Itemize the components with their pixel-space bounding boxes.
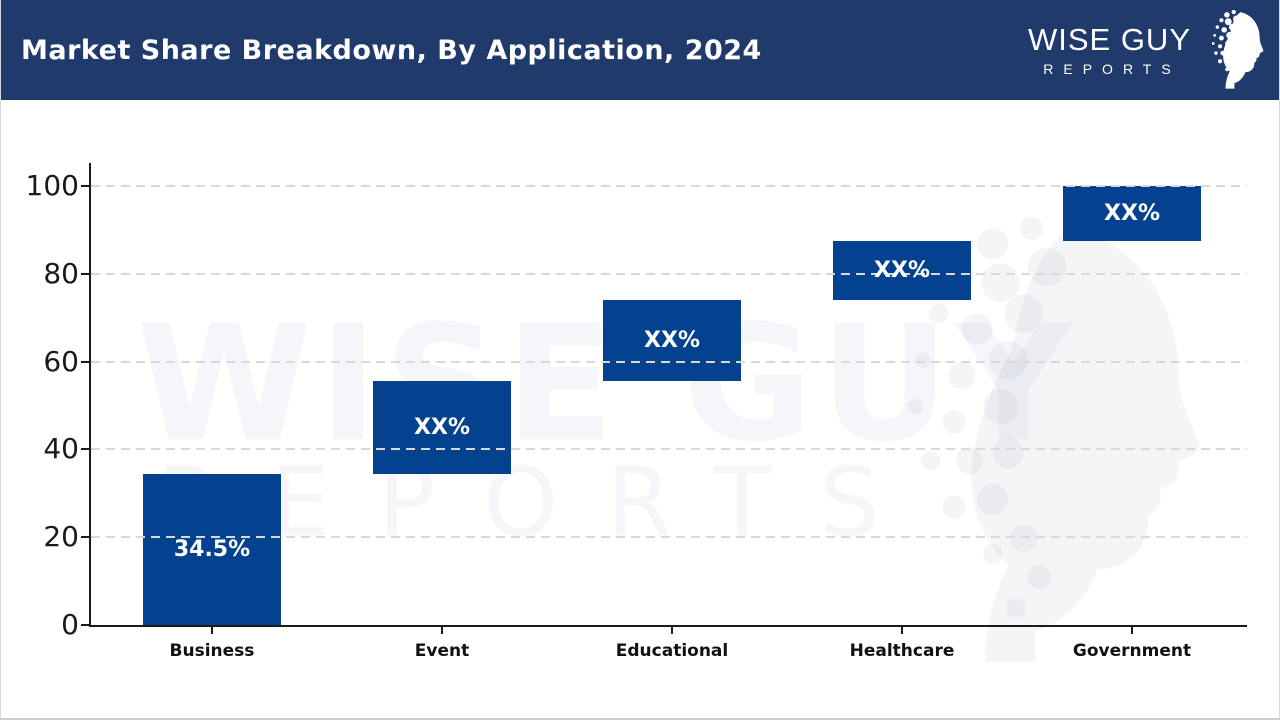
wiseguy-logo: WISE GUY REPORTS <box>1028 8 1269 90</box>
y-tick-mark <box>81 272 89 275</box>
gridline-60 <box>91 360 1247 363</box>
logo-subtext: REPORTS <box>1043 60 1181 77</box>
y-tick-label: 0 <box>61 608 79 641</box>
y-tick-label: 20 <box>43 520 79 554</box>
logo-text: WISE GUY REPORTS <box>1028 22 1191 77</box>
gridline-80 <box>91 272 1247 275</box>
chart-region: WISE GUY REPORTS 02040608010034.5%Busine… <box>1 100 1279 718</box>
wiseguy-head-icon <box>1211 10 1264 89</box>
y-axis-line <box>89 163 91 627</box>
y-tick-mark <box>81 360 89 363</box>
bar-business <box>143 473 281 625</box>
x-category-label: Educational <box>615 641 729 661</box>
x-axis-line <box>89 625 1247 627</box>
bar-government <box>1063 186 1201 241</box>
x-tick-mark <box>901 627 903 634</box>
x-tick-mark <box>1131 627 1133 634</box>
y-tick-mark <box>81 624 89 626</box>
x-tick-mark <box>211 627 213 634</box>
y-tick-mark <box>81 185 89 187</box>
header: Market Share Breakdown, By Application, … <box>1 0 1279 100</box>
page-title: Market Share Breakdown, By Application, … <box>21 34 762 66</box>
x-category-label: Business <box>169 641 255 661</box>
bar-value-label: XX% <box>874 258 930 283</box>
x-category-label: Government <box>1072 641 1192 661</box>
bar-event <box>373 381 511 474</box>
gridline-20 <box>91 536 1247 539</box>
y-tick-label: 40 <box>43 432 79 466</box>
bar-value-label: XX% <box>644 328 700 354</box>
logo-wordmark: WISE GUY <box>1027 21 1191 57</box>
bar-educational <box>603 300 741 382</box>
x-category-label: Event <box>414 641 470 661</box>
bar-value-label: XX% <box>414 414 470 440</box>
y-tick-label: 60 <box>43 344 79 378</box>
y-tick-label: 100 <box>25 169 79 202</box>
y-tick-mark <box>81 448 89 451</box>
x-category-label: Healthcare <box>849 641 955 661</box>
x-tick-mark <box>441 627 443 634</box>
bar-value-label: 34.5% <box>173 536 251 562</box>
bar-value-label: XX% <box>1104 200 1160 226</box>
gridline-40 <box>91 448 1247 451</box>
gridline-100 <box>91 185 1247 187</box>
x-tick-mark <box>671 627 673 634</box>
bar-healthcare <box>833 240 971 301</box>
y-tick-label: 80 <box>43 256 79 290</box>
y-tick-mark <box>81 536 89 539</box>
